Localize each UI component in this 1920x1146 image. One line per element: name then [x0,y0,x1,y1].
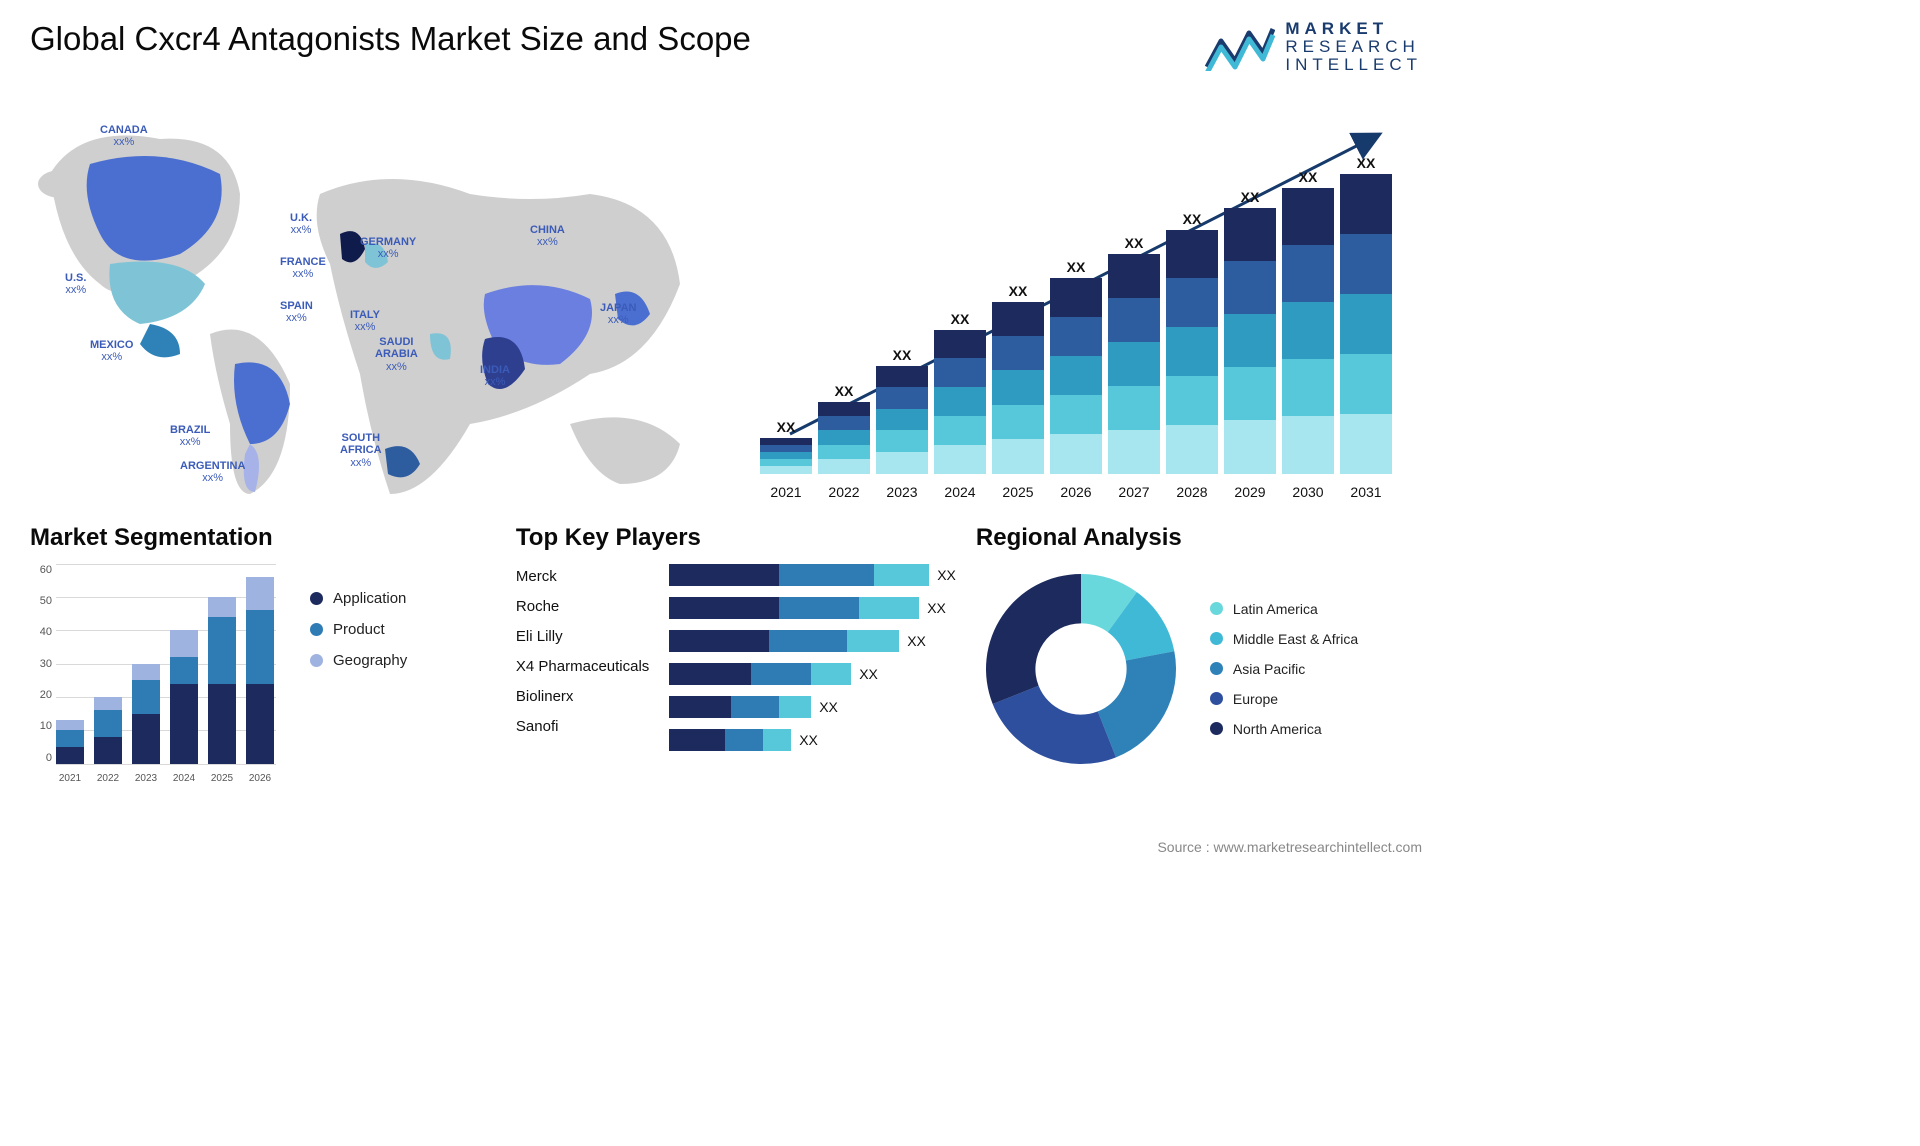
player-bar: XX [669,564,956,586]
brand-logo: MARKET RESEARCH INTELLECT [1205,20,1422,74]
growth-bar: XX [992,283,1044,474]
map-label: CHINAxx% [530,224,565,249]
map-label: CANADAxx% [100,124,148,149]
donut-slice [993,685,1116,763]
segmentation-bar [132,664,160,764]
source-text: Source : www.marketresearchintellect.com [1157,839,1422,855]
header: Global Cxcr4 Antagonists Market Size and… [30,20,1422,74]
legend-item: Product [310,621,407,638]
player-name: Biolinerx [516,688,655,705]
growth-bar: XX [818,383,870,474]
growth-bar: XX [1108,235,1160,474]
player-name: Merck [516,568,655,585]
brand-line-2: RESEARCH [1285,38,1422,56]
growth-bar: XX [1282,169,1334,474]
segmentation-panel: Market Segmentation 6050403020100 202120… [30,524,496,794]
map-label: SOUTHAFRICAxx% [340,432,382,470]
growth-bar: XX [876,347,928,474]
growth-bar: XX [1224,189,1276,474]
brand-line-1: MARKET [1285,20,1422,38]
regional-legend: Latin America Middle East & Africa Asia Pa… [1210,601,1358,737]
map-label: U.S.xx% [65,272,86,297]
legend-item: Application [310,590,407,607]
map-label: GERMANYxx% [360,236,416,261]
brand-logo-icon [1205,23,1275,71]
top-row: CANADAxx% U.S.xx% MEXICOxx% BRAZILxx% ARGENT… [30,104,1422,504]
donut-slice [986,574,1081,704]
segmentation-legend: Application Product Geography [310,590,407,794]
key-players-bars: XX XX XX XX XX XX [669,564,956,751]
legend-item: Europe [1210,691,1358,707]
segmentation-bar [170,630,198,763]
map-label: U.K.xx% [290,212,312,237]
segmentation-bar [246,577,274,764]
map-label: SAUDIARABIAxx% [375,336,418,374]
map-label: FRANCExx% [280,256,326,281]
growth-bar: XX [934,311,986,474]
page-title: Global Cxcr4 Antagonists Market Size and… [30,20,751,58]
legend-item: Middle East & Africa [1210,631,1358,647]
segmentation-chart: 6050403020100 202120222023202420252026 [30,564,280,794]
player-name: Roche [516,598,655,615]
segmentation-bar [208,597,236,764]
player-name: X4 Pharmaceuticals [516,658,655,675]
growth-bar: XX [760,419,812,474]
key-players-panel: Top Key Players Merck Roche Eli Lilly X4 Ph… [516,524,956,794]
player-bar: XX [669,630,956,652]
regional-donut [976,564,1186,774]
brand-line-3: INTELLECT [1285,56,1422,74]
segmentation-title: Market Segmentation [30,524,496,552]
key-players-title: Top Key Players [516,524,956,552]
legend-item: Asia Pacific [1210,661,1358,677]
growth-bar: XX [1340,155,1392,474]
bottom-row: Market Segmentation 6050403020100 202120… [30,524,1422,794]
growth-bar: XX [1050,259,1102,474]
map-label: INDIAxx% [480,364,510,389]
growth-chart: XXXXXXXXXXXXXXXXXXXXXX 20212022202320242… [750,104,1410,504]
legend-item: Latin America [1210,601,1358,617]
map-label: SPAINxx% [280,300,313,325]
world-map: CANADAxx% U.S.xx% MEXICOxx% BRAZILxx% ARGENT… [30,104,730,504]
segmentation-bar [56,720,84,763]
player-bar: XX [669,696,956,718]
map-label: BRAZILxx% [170,424,210,449]
map-label: JAPANxx% [600,302,636,327]
growth-bar: XX [1166,211,1218,474]
key-players-names: Merck Roche Eli Lilly X4 Pharmaceuticals Bio… [516,568,655,751]
map-label: MEXICOxx% [90,339,133,364]
legend-item: North America [1210,721,1358,737]
player-name: Sanofi [516,718,655,735]
segmentation-bar [94,697,122,764]
player-bar: XX [669,663,956,685]
player-bar: XX [669,597,956,619]
map-label: ITALYxx% [350,309,380,334]
player-bar: XX [669,729,956,751]
regional-title: Regional Analysis [976,524,1422,552]
legend-item: Geography [310,652,407,669]
map-label: ARGENTINAxx% [180,460,245,485]
player-name: Eli Lilly [516,628,655,645]
regional-panel: Regional Analysis Latin America Middle Ea… [976,524,1422,794]
